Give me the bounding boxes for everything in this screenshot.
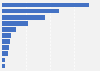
- Bar: [2, 51, 8, 56]
- Bar: [2, 15, 45, 20]
- Bar: [2, 45, 9, 50]
- Bar: [2, 58, 5, 62]
- Bar: [2, 64, 5, 68]
- Bar: [2, 27, 16, 32]
- Bar: [2, 21, 28, 26]
- Bar: [2, 39, 10, 44]
- Bar: [2, 9, 59, 13]
- Bar: [2, 3, 89, 7]
- Bar: [2, 33, 11, 38]
